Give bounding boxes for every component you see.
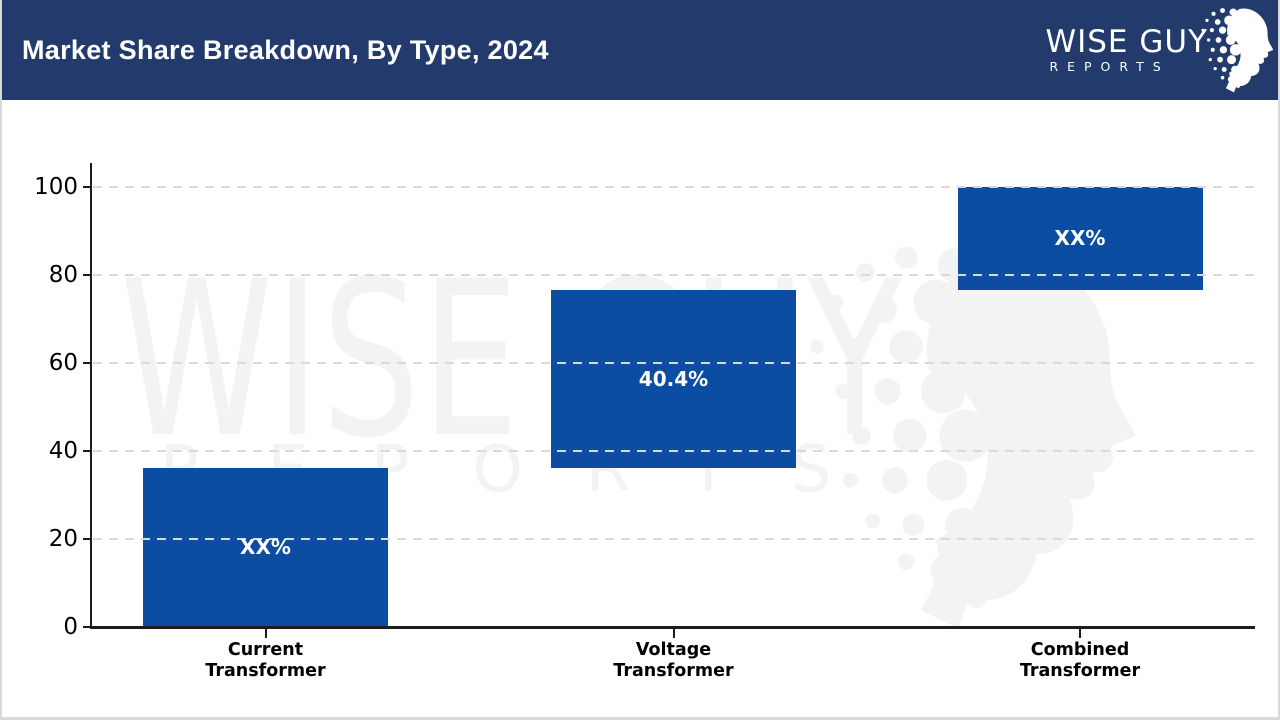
bar-voltage-transformer xyxy=(551,290,796,469)
x-tick-current-transformer xyxy=(264,628,267,638)
y-tick-0 xyxy=(83,625,91,628)
x-tick-label-combined-transformer: Combined Transformer xyxy=(1019,640,1141,681)
y-tick-label-80: 80 xyxy=(48,261,78,288)
gridline-100 xyxy=(93,185,1255,188)
header-bar: Market Share Breakdown, By Type, 2024 WI… xyxy=(2,0,1278,100)
y-tick-40 xyxy=(83,449,91,452)
bar-label-combined-transformer: XX% xyxy=(1054,226,1106,251)
y-tick-20 xyxy=(83,537,91,540)
y-tick-label-20: 20 xyxy=(48,525,78,552)
logo-subtitle: REPORTS xyxy=(1049,58,1170,74)
bar-label-current-transformer: XX% xyxy=(240,535,291,560)
y-tick-label-60: 60 xyxy=(48,349,78,376)
bar-current-transformer xyxy=(143,468,388,627)
y-axis-line xyxy=(90,163,92,628)
bar-combined-transformer xyxy=(957,186,1203,291)
y-tick-label-100: 100 xyxy=(34,173,78,200)
y-tick-100 xyxy=(83,185,91,188)
x-tick-combined-transformer xyxy=(1079,628,1081,638)
gridline-20 xyxy=(93,537,1255,540)
y-tick-label-40: 40 xyxy=(48,437,78,464)
logo-text: WISE GUY REPORTS xyxy=(1045,23,1208,74)
gridline-80 xyxy=(93,273,1255,276)
y-tick-label-0: 0 xyxy=(63,613,78,640)
x-axis-line xyxy=(90,626,1255,629)
x-tick-label-current-transformer: Current Transformer xyxy=(205,640,326,681)
logo-head-icon xyxy=(1192,4,1276,94)
logo-wordmark: WISE GUY xyxy=(1045,23,1208,60)
chart-title: Market Share Breakdown, By Type, 2024 xyxy=(22,34,549,65)
y-tick-60 xyxy=(83,361,91,364)
gridline-40 xyxy=(93,449,1255,452)
x-tick-label-voltage-transformer: Voltage Transformer xyxy=(613,640,734,681)
bar-label-voltage-transformer: 40.4% xyxy=(638,367,709,392)
wiseguy-logo: WISE GUY REPORTS xyxy=(1045,5,1276,95)
x-tick-voltage-transformer xyxy=(672,628,675,638)
y-tick-80 xyxy=(83,273,91,276)
gridline-60 xyxy=(93,361,1255,364)
